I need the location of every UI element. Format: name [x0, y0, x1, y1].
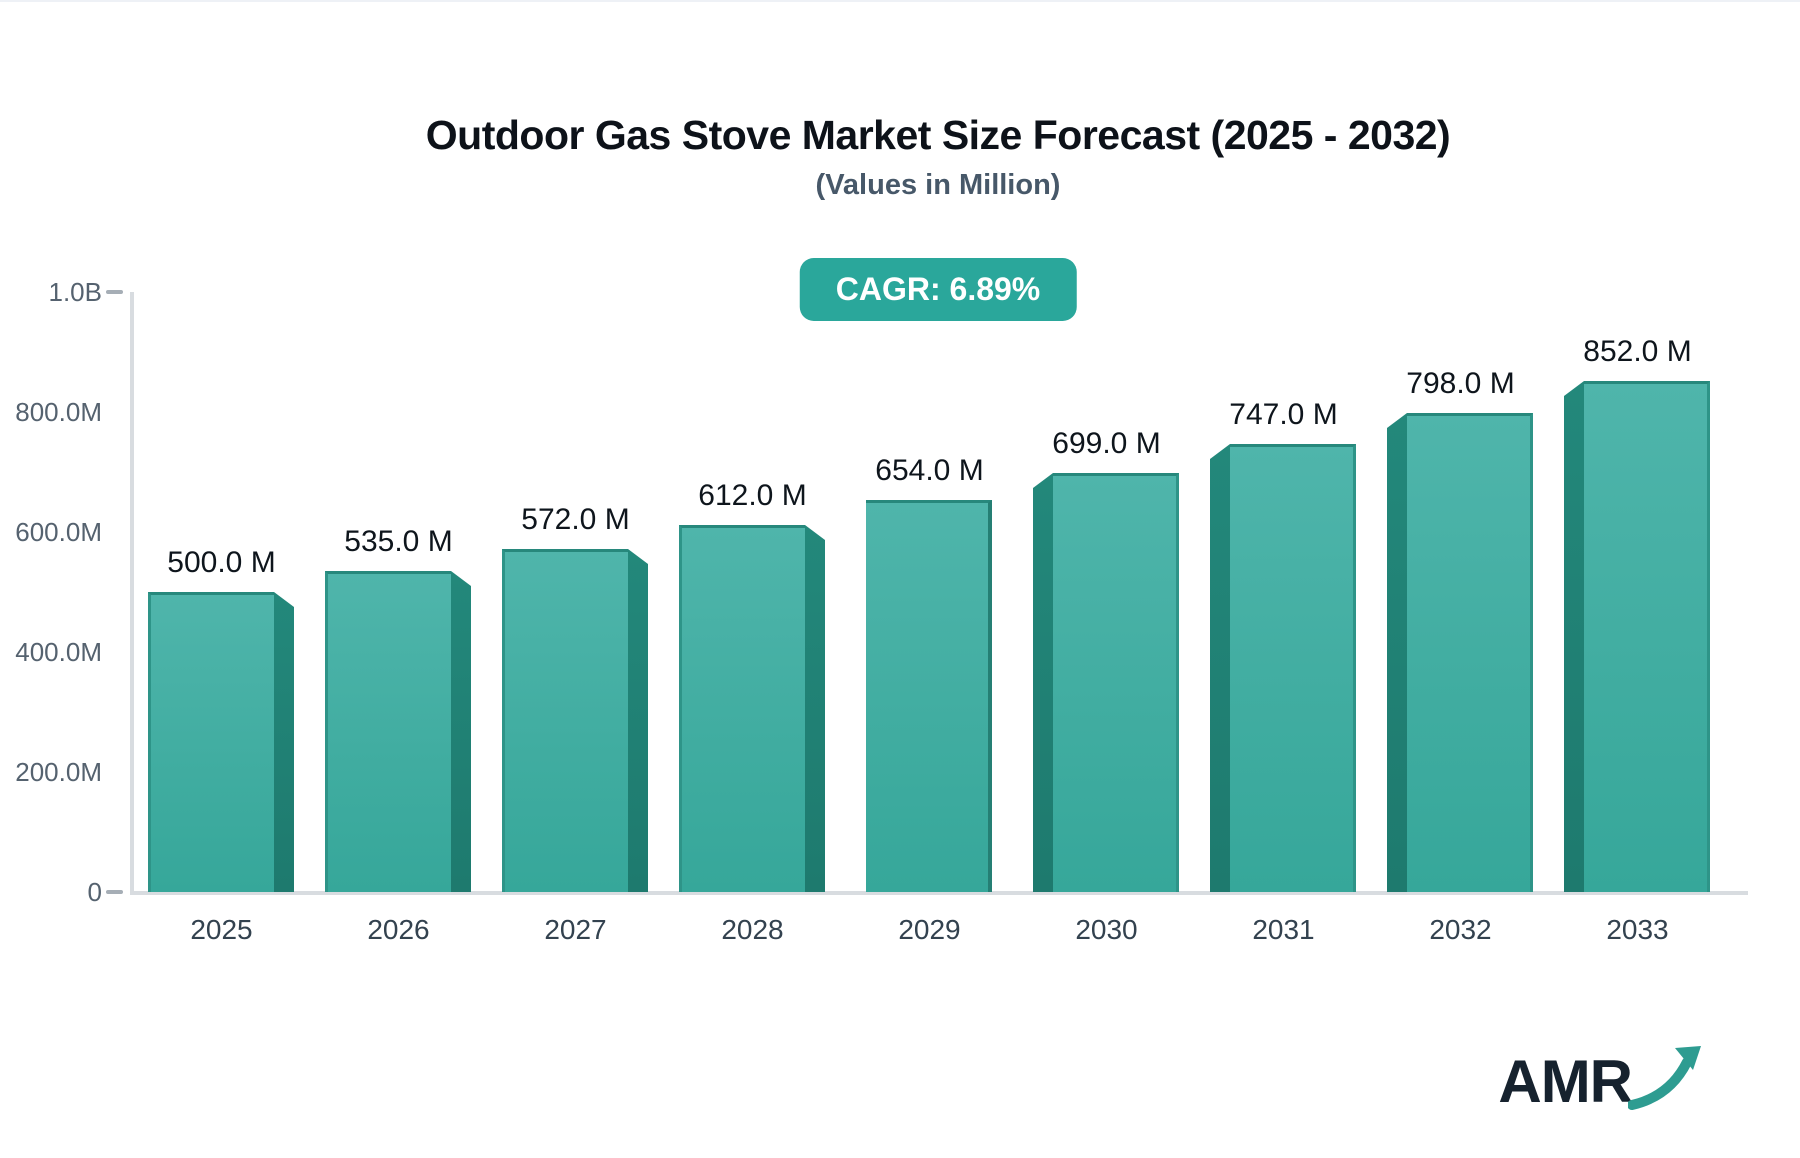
bar — [679, 525, 825, 892]
bar — [1210, 444, 1356, 892]
bar-side-face — [274, 592, 294, 892]
y-axis-tick-mark — [106, 890, 123, 894]
x-axis-tick-label: 2025 — [190, 914, 253, 945]
bar-front-face — [1407, 413, 1533, 892]
y-axis-tick-label: 600.0M — [15, 517, 102, 547]
bar-front-face — [866, 500, 992, 892]
bar-front-face — [325, 571, 451, 892]
bar-side-face — [1210, 444, 1230, 892]
chart-header: Outdoor Gas Stove Market Size Forecast (… — [130, 110, 1746, 321]
y-axis-line — [130, 292, 134, 893]
bar — [1033, 473, 1179, 892]
trending-up-arrow-icon — [1628, 1046, 1701, 1110]
x-axis-line — [130, 891, 1748, 895]
bar-front-face — [1230, 444, 1356, 892]
amr-logo: AMR — [1498, 1046, 1702, 1115]
bar-value-label: 699.0 M — [1052, 427, 1161, 460]
bar-front-face — [1584, 381, 1710, 892]
bar-value-label: 612.0 M — [698, 479, 807, 512]
y-axis-tick-label: 400.0M — [15, 637, 102, 667]
bar-side-face — [451, 571, 471, 892]
bar-front-face — [148, 592, 274, 892]
bar-value-label: 572.0 M — [521, 503, 630, 536]
bar-side-face — [1033, 473, 1053, 892]
x-axis-tick-label: 2026 — [367, 914, 430, 945]
bar-side-face — [628, 549, 648, 892]
bar-value-label: 654.0 M — [875, 454, 984, 487]
chart-title: Outdoor Gas Stove Market Size Forecast (… — [425, 112, 1451, 158]
bar-front-face — [1053, 473, 1179, 892]
chart-subtitle: (Values in Million) — [815, 169, 1061, 201]
bar-front-face — [679, 525, 805, 892]
y-axis-tick-label: 1.0B — [48, 277, 103, 307]
bar — [1564, 381, 1710, 892]
y-axis-tick-mark — [106, 290, 123, 294]
bar-value-label: 798.0 M — [1406, 367, 1515, 400]
cagr-badge: CAGR: 6.89% — [799, 258, 1077, 321]
bar-value-label: 747.0 M — [1229, 398, 1338, 431]
bar-value-label: 500.0 M — [167, 546, 276, 579]
bar — [1387, 413, 1533, 892]
bar-side-face — [1564, 381, 1584, 892]
x-axis-tick-label: 2031 — [1252, 914, 1315, 945]
x-axis-tick-label: 2029 — [898, 914, 961, 945]
x-axis-tick-label: 2030 — [1075, 914, 1138, 945]
bar-value-label: 852.0 M — [1583, 335, 1692, 368]
bar-front-face — [502, 549, 628, 892]
amr-logo-text: AMR — [1498, 1048, 1633, 1115]
bar — [148, 592, 294, 892]
y-axis-tick-label: 800.0M — [15, 397, 102, 427]
bar — [325, 571, 471, 892]
y-axis-tick-label: 200.0M — [15, 757, 102, 787]
bar-side-face — [805, 525, 825, 892]
x-axis-tick-label: 2033 — [1606, 914, 1669, 945]
bar-side-face — [1387, 413, 1407, 892]
x-axis-tick-label: 2027 — [544, 914, 607, 945]
bar-value-label: 535.0 M — [344, 525, 453, 558]
bar — [856, 500, 1002, 892]
y-axis-tick-label: 0 — [87, 877, 102, 907]
bar — [502, 549, 648, 892]
x-axis-tick-label: 2028 — [721, 914, 784, 945]
x-axis-tick-label: 2032 — [1429, 914, 1492, 945]
